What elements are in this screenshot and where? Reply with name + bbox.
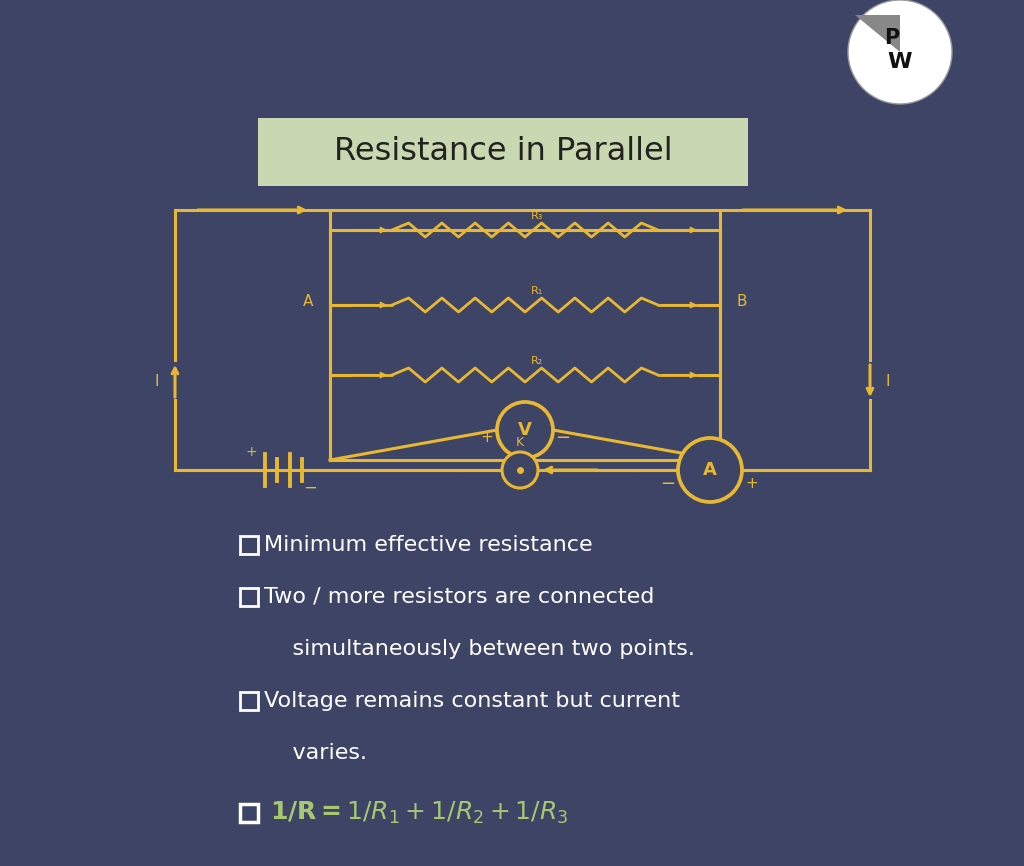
Circle shape — [678, 438, 742, 502]
Text: Resistance in Parallel: Resistance in Parallel — [334, 137, 673, 167]
Text: varies.: varies. — [264, 743, 367, 763]
Circle shape — [497, 402, 553, 458]
Bar — [240, 804, 258, 822]
Text: W: W — [888, 52, 912, 72]
Text: Minimum effective resistance: Minimum effective resistance — [264, 535, 593, 555]
Text: Voltage remains constant but current: Voltage remains constant but current — [264, 691, 680, 711]
Bar — [240, 536, 258, 554]
Text: A: A — [703, 461, 717, 479]
Text: −: − — [555, 429, 570, 447]
Bar — [240, 588, 258, 606]
Text: A: A — [303, 294, 313, 309]
Text: R₂: R₂ — [530, 356, 543, 366]
Text: R₁: R₁ — [530, 286, 543, 296]
Text: V: V — [518, 421, 531, 439]
Text: −: − — [660, 475, 676, 493]
FancyBboxPatch shape — [258, 118, 748, 186]
Text: −: − — [303, 479, 317, 497]
Text: R₃: R₃ — [530, 211, 543, 221]
Text: I: I — [886, 374, 890, 390]
Text: B: B — [736, 294, 748, 309]
Polygon shape — [855, 15, 900, 52]
Text: +: + — [480, 430, 494, 445]
Circle shape — [848, 0, 952, 104]
Text: Two / more resistors are connected: Two / more resistors are connected — [264, 587, 654, 607]
Text: $\mathbf{1/R=}$$1/R_1 + 1/R_2 + 1/R_3$: $\mathbf{1/R=}$$1/R_1 + 1/R_2 + 1/R_3$ — [270, 800, 568, 826]
Text: +: + — [745, 476, 759, 492]
Text: +: + — [245, 445, 257, 459]
Circle shape — [502, 452, 538, 488]
Bar — [240, 692, 258, 710]
Text: P: P — [885, 28, 900, 48]
Text: K: K — [516, 436, 524, 449]
Text: I: I — [155, 374, 160, 390]
Text: simultaneously between two points.: simultaneously between two points. — [264, 639, 695, 659]
